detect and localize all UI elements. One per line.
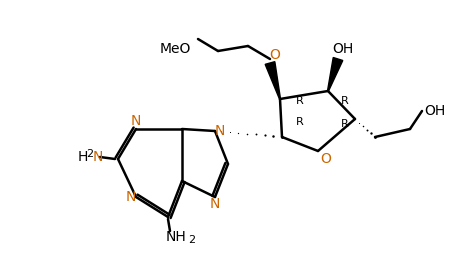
Text: H: H <box>78 150 88 164</box>
Text: N: N <box>93 150 103 164</box>
Text: N: N <box>131 114 141 128</box>
Text: OH: OH <box>333 42 354 56</box>
Text: N: N <box>210 197 220 211</box>
Text: N: N <box>126 190 136 204</box>
Text: R: R <box>341 119 349 129</box>
Text: O: O <box>269 48 281 62</box>
Text: MeO: MeO <box>159 42 191 56</box>
Text: 2: 2 <box>86 149 93 159</box>
Text: O: O <box>320 152 332 166</box>
Text: NH: NH <box>166 230 186 244</box>
Text: R: R <box>296 96 304 106</box>
Text: R: R <box>341 96 349 106</box>
Text: N: N <box>215 124 225 138</box>
Text: OH: OH <box>425 104 446 118</box>
Polygon shape <box>265 62 281 99</box>
Text: 2: 2 <box>189 235 196 245</box>
Polygon shape <box>327 57 343 91</box>
Text: R: R <box>296 117 304 127</box>
